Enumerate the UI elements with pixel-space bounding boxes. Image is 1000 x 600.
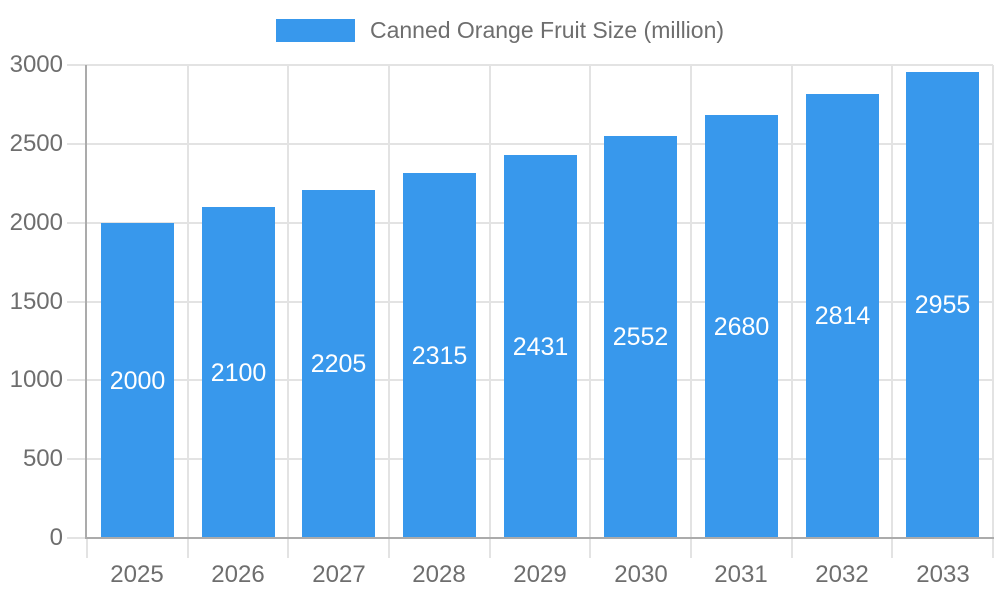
bar-value-label: 2680 (713, 313, 770, 341)
x-axis-tick (891, 539, 893, 558)
x-axis-tick (388, 539, 390, 558)
x-axis-tick (86, 539, 88, 558)
y-axis-tick (67, 64, 87, 66)
bar[interactable] (101, 223, 174, 538)
y-tick-label: 2500 (9, 130, 63, 157)
x-axis-tick (187, 539, 189, 558)
bar-value-label: 2431 (512, 333, 569, 361)
legend-swatch (275, 18, 355, 42)
bar-value-label: 2315 (411, 342, 468, 370)
x-tick-label: 2032 (815, 561, 869, 588)
y-tick-label: 3000 (9, 51, 63, 78)
x-tick-label: 2029 (513, 561, 567, 588)
x-axis-line (85, 537, 994, 539)
y-tick-label: 1000 (9, 366, 63, 393)
v-gridline (891, 65, 893, 538)
bar-value-label: 2205 (310, 350, 367, 378)
bar-value-label: 2552 (612, 323, 669, 351)
y-axis-line (85, 65, 87, 539)
v-gridline (690, 65, 692, 538)
y-tick-label: 0 (49, 524, 63, 551)
y-axis-tick (67, 143, 87, 145)
y-tick-label: 2000 (9, 209, 63, 236)
y-axis-tick (67, 458, 87, 460)
bar-value-label: 2000 (109, 367, 166, 395)
legend[interactable]: Canned Orange Fruit Size (million) (0, 17, 1000, 43)
h-gridline (87, 64, 993, 66)
x-tick-label: 2033 (916, 561, 970, 588)
y-axis-tick (67, 537, 87, 539)
v-gridline (791, 65, 793, 538)
v-gridline (992, 65, 994, 538)
bar[interactable] (202, 207, 275, 538)
x-axis-tick (992, 539, 994, 558)
bar[interactable] (806, 94, 879, 538)
legend-label: Canned Orange Fruit Size (million) (369, 17, 725, 43)
bar-value-label: 2814 (814, 302, 871, 330)
y-axis-tick (67, 379, 87, 381)
bar[interactable] (906, 72, 979, 538)
x-tick-label: 2026 (211, 561, 265, 588)
bar[interactable] (403, 173, 476, 538)
y-tick-label: 1500 (9, 288, 63, 315)
y-tick-label: 500 (22, 445, 63, 472)
bar[interactable] (302, 190, 375, 538)
x-axis-tick (791, 539, 793, 558)
bar[interactable] (705, 115, 778, 538)
v-gridline (589, 65, 591, 538)
x-tick-label: 2027 (312, 561, 366, 588)
bar-value-label: 2955 (914, 291, 971, 319)
bar-value-label: 2100 (210, 359, 267, 387)
v-gridline (187, 65, 189, 538)
x-tick-label: 2028 (412, 561, 466, 588)
bar[interactable] (604, 136, 677, 538)
x-axis-tick (589, 539, 591, 558)
h-gridline (87, 143, 993, 145)
y-axis-tick (67, 222, 87, 224)
v-gridline (287, 65, 289, 538)
x-tick-label: 2030 (614, 561, 668, 588)
v-gridline (489, 65, 491, 538)
x-axis-tick (690, 539, 692, 558)
x-tick-label: 2031 (714, 561, 768, 588)
y-axis-tick (67, 301, 87, 303)
v-gridline (388, 65, 390, 538)
x-axis-tick (489, 539, 491, 558)
x-axis-tick (287, 539, 289, 558)
bar[interactable] (504, 155, 577, 538)
x-tick-label: 2025 (110, 561, 164, 588)
